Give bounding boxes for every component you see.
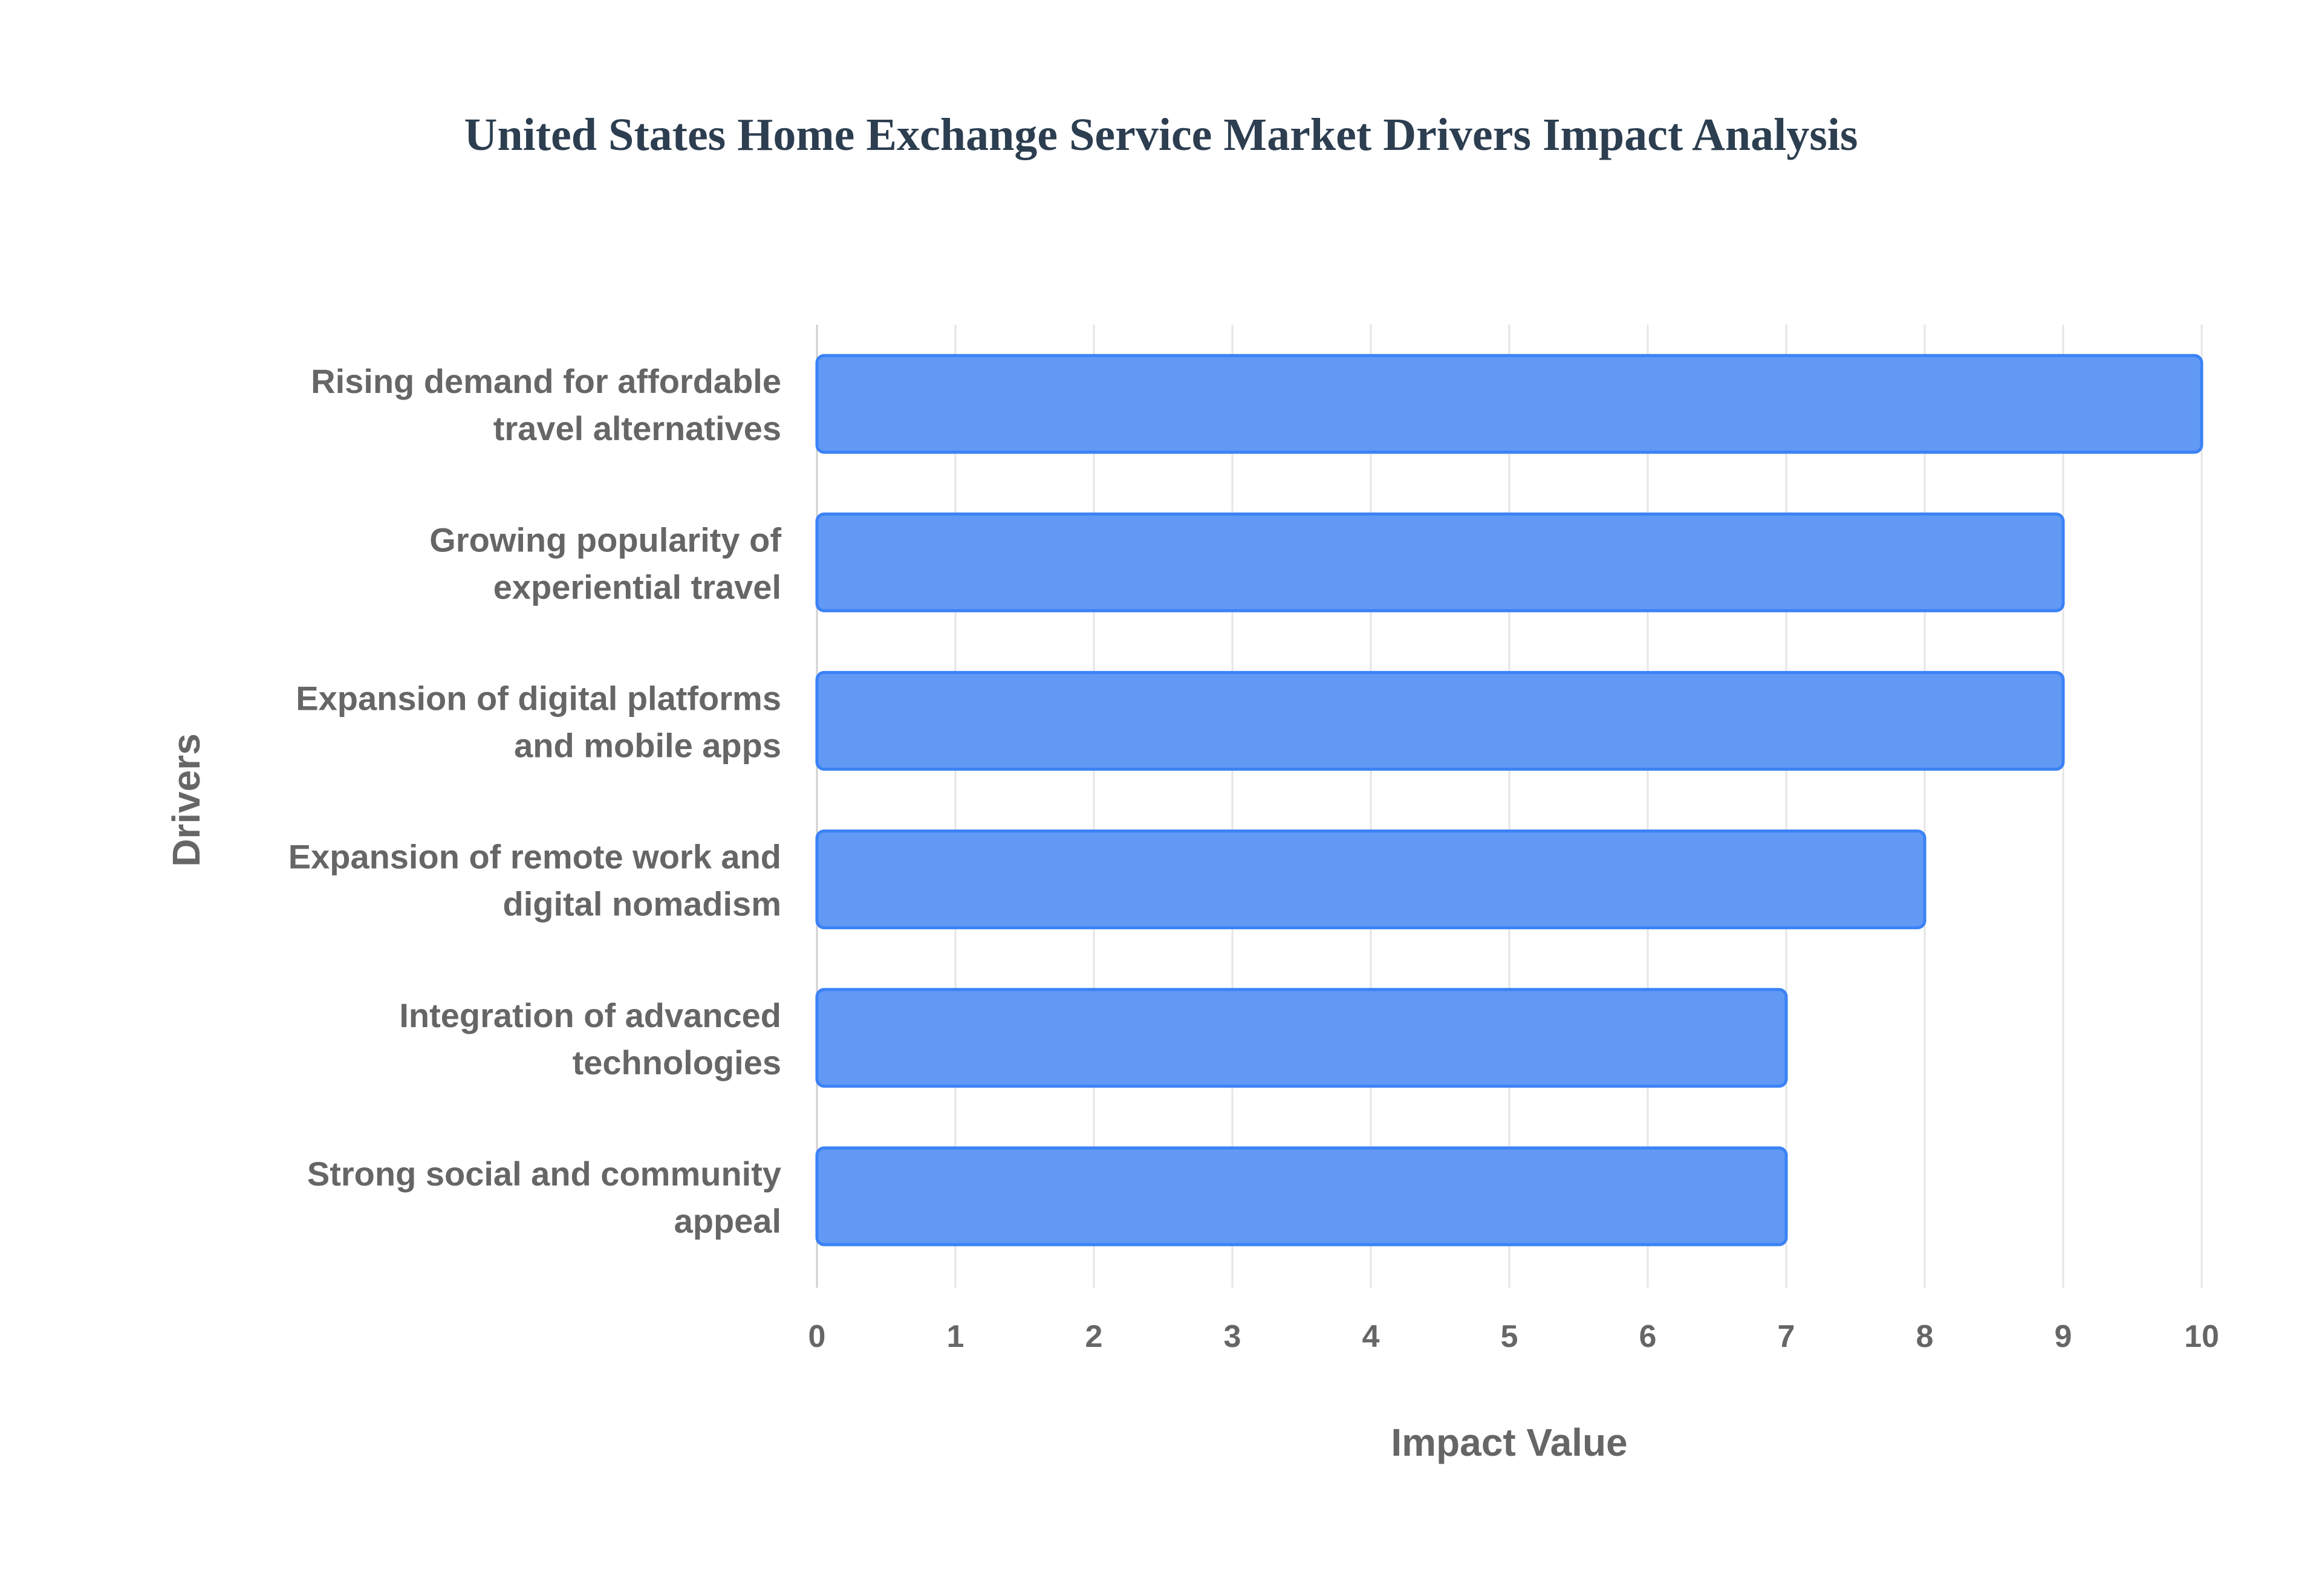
- x-tick-label: 9: [2055, 1319, 2072, 1354]
- y-category-label: appeal: [674, 1202, 781, 1240]
- bar: [815, 512, 2065, 612]
- bar: [815, 670, 2065, 771]
- x-tick-label: 5: [1501, 1319, 1518, 1354]
- chart-title: United States Home Exchange Service Mark…: [464, 109, 1858, 160]
- y-category-label: Expansion of digital platforms: [296, 679, 781, 717]
- y-category-label: Expansion of remote work and: [288, 838, 781, 876]
- x-tick-label: 2: [1085, 1319, 1103, 1354]
- x-tick-label: 0: [808, 1319, 826, 1354]
- bar: [815, 1146, 1788, 1247]
- y-axis-title: Drivers: [164, 733, 208, 867]
- x-axis-title: Impact Value: [1391, 1421, 1627, 1464]
- y-category-label: experiential travel: [493, 568, 781, 606]
- y-category-label: travel alternatives: [493, 409, 781, 447]
- x-tick-label: 1: [947, 1319, 964, 1354]
- y-category-label: Rising demand for affordable: [311, 362, 781, 400]
- y-category-label: technologies: [573, 1043, 781, 1082]
- x-tick-label: 4: [1362, 1319, 1380, 1354]
- x-tick-label: 3: [1224, 1319, 1241, 1354]
- x-tick-label: 7: [1778, 1319, 1795, 1354]
- y-category-label: Strong social and community: [307, 1155, 781, 1193]
- y-category-label: and mobile apps: [514, 726, 781, 764]
- y-category-label: digital nomadism: [503, 885, 782, 923]
- bar: [815, 354, 2203, 454]
- y-category-label: Integration of advanced: [399, 996, 781, 1034]
- x-tick-label: 6: [1639, 1319, 1657, 1354]
- y-category-label: Growing popularity of: [429, 521, 781, 559]
- x-tick-label: 10: [2184, 1319, 2219, 1354]
- bar: [815, 829, 1927, 930]
- x-tick-label: 8: [1916, 1319, 1934, 1354]
- bar: [815, 988, 1788, 1088]
